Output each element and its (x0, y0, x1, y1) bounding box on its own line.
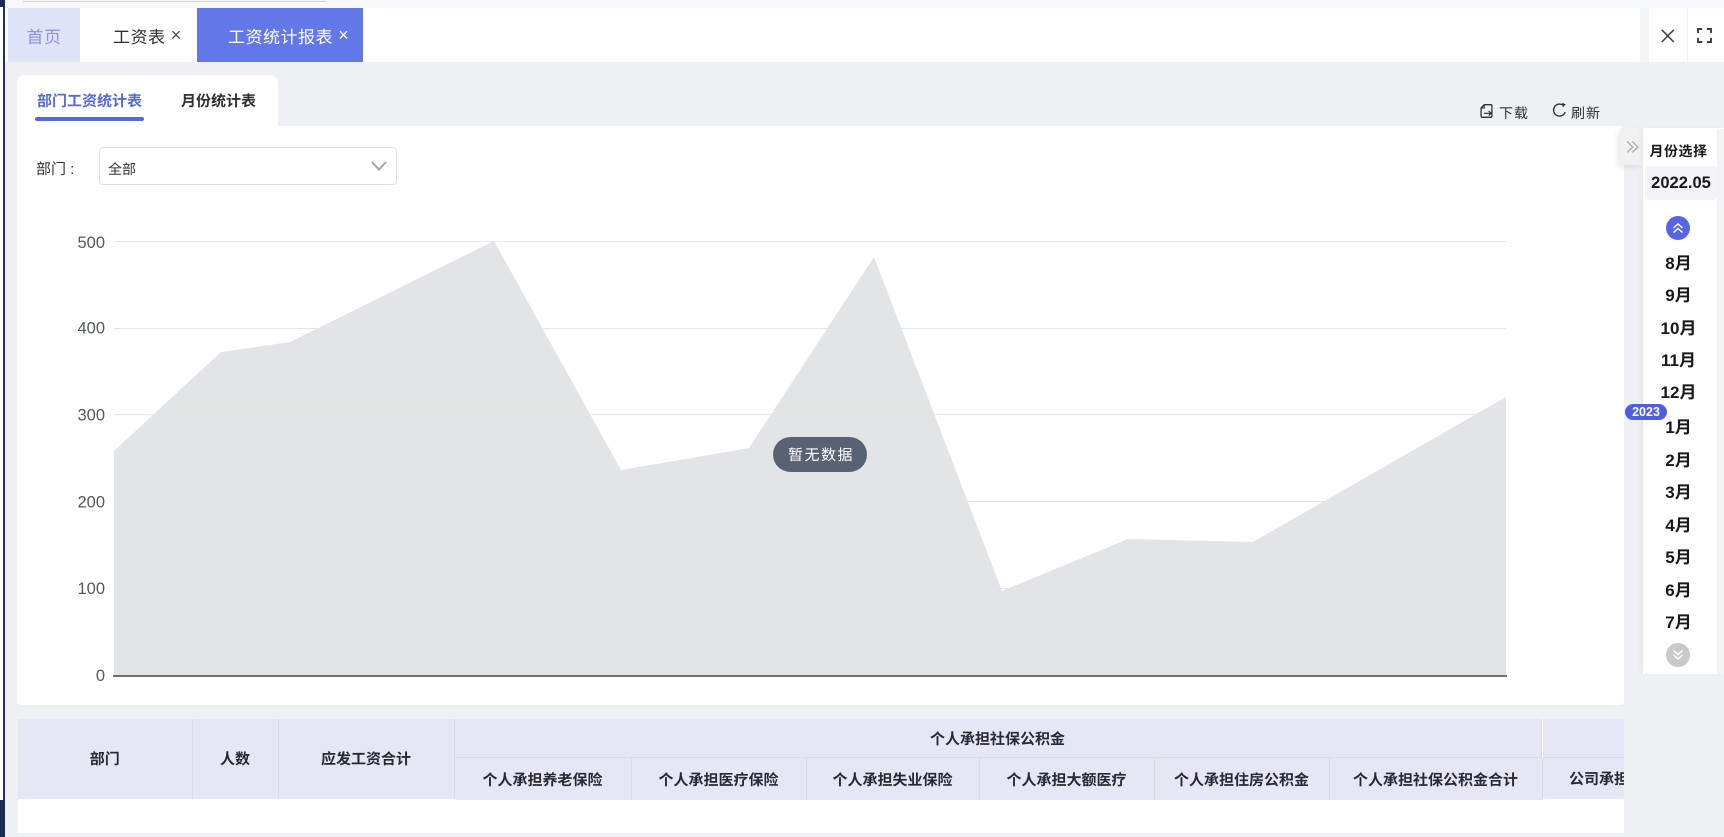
svg-text:300: 300 (77, 406, 105, 424)
svg-text:0: 0 (96, 667, 105, 685)
svg-text:100: 100 (77, 580, 105, 598)
svg-text:400: 400 (77, 320, 105, 338)
svg-text:500: 500 (77, 234, 105, 252)
svg-text:200: 200 (77, 493, 105, 511)
